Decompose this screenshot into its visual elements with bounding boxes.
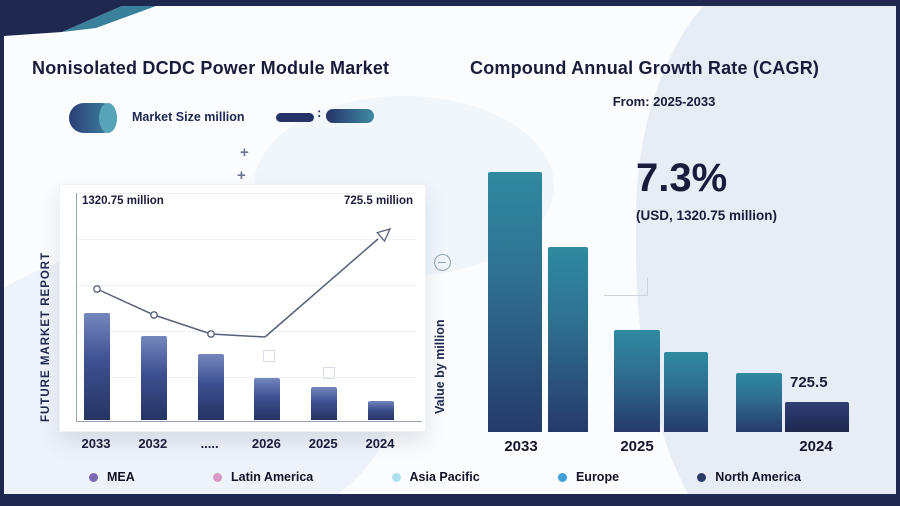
- right-chart-title: Compound Annual Growth Rate (CAGR): [470, 58, 820, 78]
- legend-label: Europe: [575, 470, 620, 484]
- market-size-bar: [197, 354, 224, 420]
- year-label: 2024: [799, 438, 833, 455]
- cagr-bar: [548, 247, 588, 432]
- legend-dot: [89, 472, 98, 482]
- gradient-pill-decoration: [326, 109, 374, 123]
- legend-dot: [213, 472, 223, 482]
- year-label: 2026: [251, 436, 281, 451]
- market-size-bar: [140, 336, 167, 420]
- ghost-square-decoration: [263, 350, 275, 362]
- ghost-square-decoration: [323, 367, 335, 379]
- legend-dot: [557, 472, 567, 482]
- year-label: 2033: [81, 436, 111, 451]
- left-chart-title: Nonisolated DCDC Power Module Market: [32, 58, 390, 78]
- market-size-legend-label: Market Size million: [132, 110, 245, 124]
- cagr-bar: [488, 172, 542, 432]
- legend-item: MEA: [89, 470, 135, 484]
- year-label: 2033: [504, 438, 538, 455]
- market-size-bar: [311, 387, 338, 420]
- y-axis-line: [76, 193, 78, 422]
- x-axis-line: [76, 421, 422, 423]
- future-market-report-label: FUTURE MARKET REPORT: [40, 251, 52, 422]
- left-chart-year-axis: 2033 2032..... 2026 2025 2024: [73, 436, 403, 451]
- value-by-million-axis-label: Value by million: [433, 319, 447, 414]
- legend-dot: [697, 472, 707, 482]
- year-label: 2025: [308, 436, 338, 451]
- market-size-bar: [84, 313, 110, 420]
- year-label: 2025: [620, 438, 654, 455]
- year-label: 2032: [138, 436, 168, 451]
- legend-label: Latin America: [231, 470, 314, 484]
- value-2024-annotation: 725.5: [790, 374, 828, 391]
- navy-pill-decoration: [276, 113, 314, 122]
- max-value-label: 1320.75 million: [82, 195, 164, 207]
- year-label: 2024: [365, 436, 395, 451]
- cagr-period-subtitle: From: 2025-2033: [612, 94, 716, 109]
- market-size-bar-chart: [84, 313, 394, 420]
- step-bracket-decoration: [604, 278, 648, 296]
- legend-label: North America: [715, 470, 801, 484]
- cagr-bar: [614, 330, 660, 432]
- legend-label: Asia Pacific: [409, 470, 480, 484]
- plus-decoration: +: [240, 144, 249, 161]
- legend-dot: [391, 472, 401, 482]
- market-size-bar: [254, 378, 281, 420]
- legend-item: Asia Pacific: [391, 470, 480, 484]
- cagr-bar-chart: [482, 164, 862, 432]
- cylinder-icon: [69, 103, 117, 133]
- cagr-bar: [736, 373, 782, 432]
- corner-ribbon-decoration: [4, 6, 156, 36]
- market-size-chart-card: 1320.75 million 725.5 million: [59, 184, 426, 432]
- pill-separator: :: [317, 105, 322, 120]
- legend-item: Europe: [557, 470, 620, 484]
- legend-item: Latin America: [213, 470, 313, 484]
- cagr-percentage: 7.3%: [636, 156, 728, 200]
- cagr-bar: [785, 402, 849, 432]
- legend-label: MEA: [107, 470, 135, 484]
- market-size-bar: [367, 401, 394, 420]
- cagr-usd-note: (USD, 1320.75 million): [636, 208, 778, 223]
- legend-item: North America: [697, 470, 801, 484]
- cagr-bar: [664, 352, 708, 432]
- year-label: .....: [200, 436, 219, 451]
- min-value-label: 725.5 million: [343, 195, 413, 207]
- plus-decoration: +: [237, 167, 246, 184]
- circle-minus-icon: [434, 254, 451, 271]
- region-legend: MEA Latin America Asia Pacific Europe North …: [89, 470, 801, 484]
